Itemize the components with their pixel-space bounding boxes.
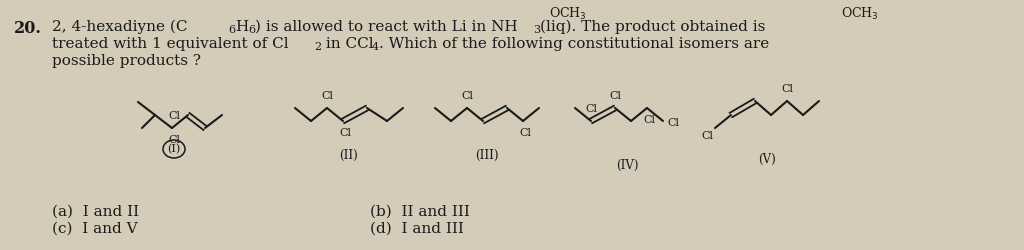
- Text: Cl: Cl: [701, 131, 713, 141]
- Text: 3: 3: [534, 25, 540, 35]
- Text: (III): (III): [475, 149, 499, 162]
- Text: 2, 4-hexadiyne (C: 2, 4-hexadiyne (C: [52, 20, 187, 34]
- Text: (c)  I and V: (c) I and V: [52, 222, 137, 236]
- Text: 20.: 20.: [14, 20, 42, 37]
- Text: Cl: Cl: [168, 111, 180, 121]
- Text: Cl: Cl: [168, 135, 180, 145]
- Text: (I): (I): [167, 144, 180, 154]
- Text: Cl: Cl: [585, 104, 597, 114]
- Text: ) is allowed to react with Li in NH: ) is allowed to react with Li in NH: [255, 20, 517, 34]
- Text: possible products ?: possible products ?: [52, 54, 201, 68]
- Text: (IV): (IV): [615, 159, 638, 172]
- Text: 6: 6: [228, 25, 236, 35]
- Text: Cl: Cl: [461, 91, 473, 101]
- Text: (d)  I and III: (d) I and III: [370, 222, 464, 236]
- Text: (b)  II and III: (b) II and III: [370, 205, 470, 219]
- Text: (a)  I and II: (a) I and II: [52, 205, 139, 219]
- Text: treated with 1 equivalent of Cl: treated with 1 equivalent of Cl: [52, 37, 289, 51]
- Text: (liq). The product obtained is: (liq). The product obtained is: [540, 20, 765, 34]
- Text: Cl: Cl: [781, 84, 793, 94]
- Text: 2: 2: [314, 42, 322, 52]
- Text: Cl: Cl: [339, 128, 351, 138]
- Text: 6: 6: [248, 25, 255, 35]
- Text: in CCl: in CCl: [321, 37, 374, 51]
- Text: Cl: Cl: [321, 91, 333, 101]
- Text: OCH$_3$: OCH$_3$: [549, 6, 587, 22]
- Text: Cl: Cl: [643, 115, 655, 125]
- Text: 4: 4: [372, 42, 379, 52]
- Text: Cl: Cl: [667, 118, 679, 128]
- Text: Cl: Cl: [519, 128, 531, 138]
- Text: OCH$_3$: OCH$_3$: [841, 6, 879, 22]
- Text: (V): (V): [758, 153, 776, 166]
- Text: (II): (II): [340, 149, 358, 162]
- Text: H: H: [234, 20, 248, 34]
- Text: Cl: Cl: [609, 91, 621, 101]
- Text: . Which of the following constitutional isomers are: . Which of the following constitutional …: [379, 37, 769, 51]
